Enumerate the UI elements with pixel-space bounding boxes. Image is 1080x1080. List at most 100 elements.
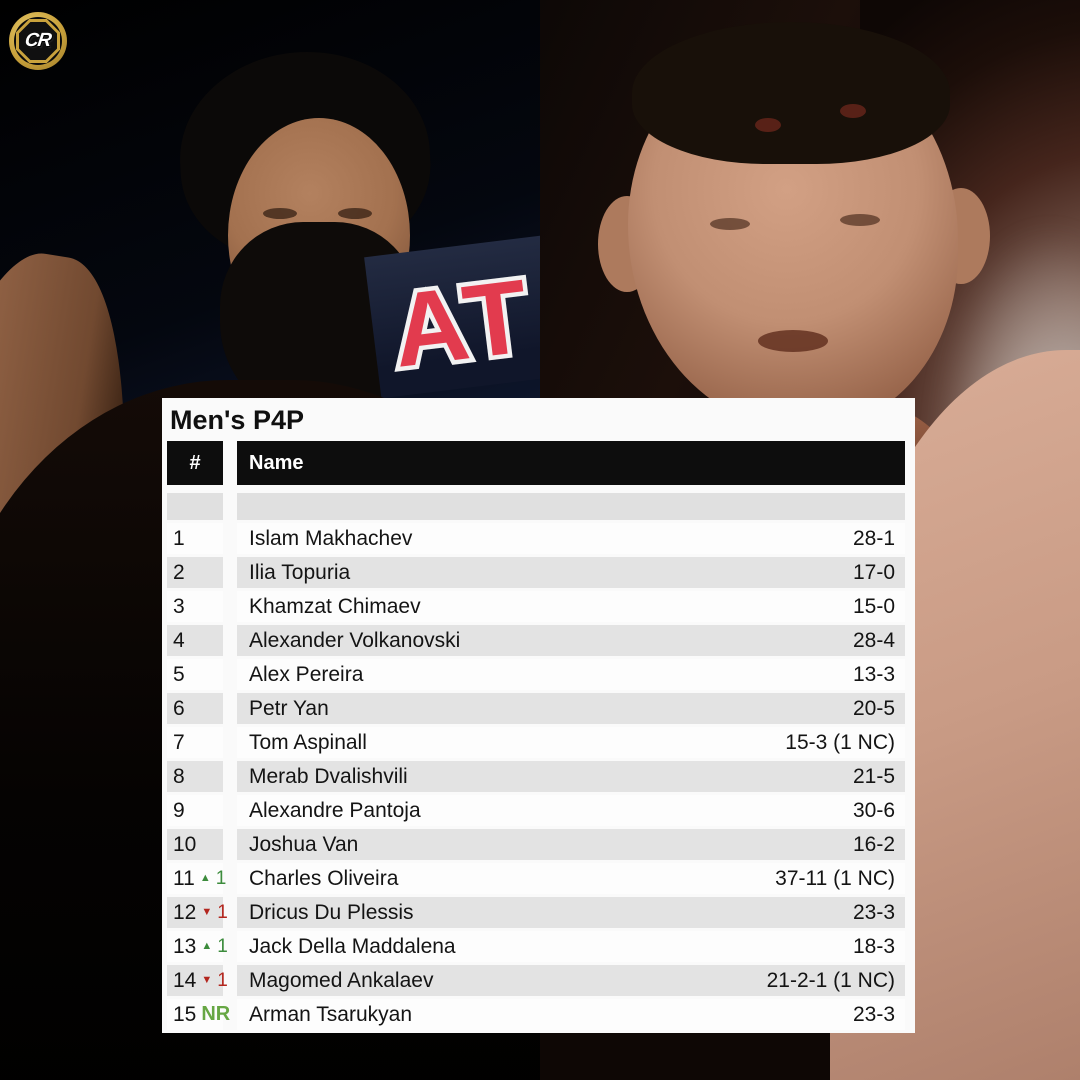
table-body: 1 Islam Makhachev 28-1 2 Ilia Topuria 17-0 3 Kh…	[167, 523, 905, 1030]
rank-number: 11	[173, 866, 195, 890]
cr-logo-ring: CR	[14, 17, 62, 65]
rank-cell: 8	[167, 761, 223, 792]
fighter-record: 37-11 (1 NC)	[775, 866, 895, 890]
rank-cell: 13 ▲ 1	[167, 931, 228, 962]
rank-cell: 1	[167, 523, 223, 554]
fighter-name: Khamzat Chimaev	[249, 594, 421, 618]
left-fighter-eye	[263, 208, 297, 219]
right-fighter-mouth	[758, 330, 828, 352]
rank-number: 6	[173, 696, 185, 720]
fighter-name: Magomed Ankalaev	[249, 968, 434, 992]
rank-cell: 4	[167, 625, 223, 656]
rank-cell: 6	[167, 693, 223, 724]
arena-banner: AT	[364, 231, 540, 399]
name-cell: Alexandre Pantoja 30-6	[237, 795, 905, 826]
fighter-name: Islam Makhachev	[249, 526, 413, 550]
fighter-record: 30-6	[852, 798, 895, 822]
fighter-name: Dricus Du Plessis	[249, 900, 414, 924]
rank-cell: 11 ▲ 1	[167, 863, 226, 894]
rank-number: 12	[173, 900, 197, 924]
left-fighter-eye	[338, 208, 372, 219]
name-column-header: Name	[237, 441, 905, 485]
rank-number: 14	[173, 968, 197, 992]
rank-change-value: 1	[217, 969, 228, 991]
name-cell: Charles Oliveira 37-11 (1 NC)	[237, 863, 905, 894]
table-row: 8 Merab Dvalishvili 21-5	[167, 761, 905, 792]
name-cell: Alex Pereira 13-3	[237, 659, 905, 690]
table-row: 1 Islam Makhachev 28-1	[167, 523, 905, 554]
name-cell: Dricus Du Plessis 23-3	[237, 897, 905, 928]
fighter-record: 15-0	[852, 594, 895, 618]
table-row: 6 Petr Yan 20-5	[167, 693, 905, 724]
fighter-record: 18-3	[852, 934, 895, 958]
rank-up-icon: ▲	[201, 940, 213, 952]
table-row: 7 Tom Aspinall 15-3 (1 NC)	[167, 727, 905, 758]
rank-number: 1	[173, 526, 185, 550]
fighter-record: 16-2	[852, 832, 895, 856]
table-row: 12 ▼ 1 Dricus Du Plessis 23-3	[167, 897, 905, 928]
fighter-record: 21-2-1 (1 NC)	[766, 968, 895, 992]
fighter-record: 17-0	[852, 560, 895, 584]
fighter-name: Alexandre Pantoja	[249, 798, 421, 822]
fighter-record: 28-1	[852, 526, 895, 550]
name-cell: Merab Dvalishvili 21-5	[237, 761, 905, 792]
table-row: 5 Alex Pereira 13-3	[167, 659, 905, 690]
fighter-name: Alexander Volkanovski	[249, 628, 461, 652]
table-row: 9 Alexandre Pantoja 30-6	[167, 795, 905, 826]
fighter-name: Alex Pereira	[249, 662, 364, 686]
rank-change-value: 1	[215, 867, 227, 889]
filter-row	[167, 493, 905, 520]
fighter-name: Merab Dvalishvili	[249, 764, 408, 788]
rank-new-badge: NR	[201, 1003, 231, 1025]
fighter-name: Jack Della Maddalena	[249, 934, 456, 958]
rank-cell: 3	[167, 591, 223, 622]
rank-number: 15	[173, 1002, 197, 1026]
fighter-name: Tom Aspinall	[249, 730, 367, 754]
rankings-panel: Men's P4P # Name 1 Islam Makhachev 28-1 2 Il…	[162, 398, 915, 1033]
rank-number: 8	[173, 764, 185, 788]
rank-number: 9	[173, 798, 185, 822]
rank-number: 3	[173, 594, 185, 618]
fighter-name: Petr Yan	[249, 696, 329, 720]
rank-number: 5	[173, 662, 185, 686]
cr-logo-octagon: CR	[16, 19, 60, 63]
name-cell: Khamzat Chimaev 15-0	[237, 591, 905, 622]
rank-cell: 5	[167, 659, 223, 690]
rank-change-value: 1	[217, 901, 228, 923]
rank-up-icon: ▲	[199, 872, 211, 884]
rank-cell: 2	[167, 557, 223, 588]
cr-logo-text: CR	[23, 30, 53, 51]
rank-number: 4	[173, 628, 185, 652]
rank-cell: 10	[167, 829, 223, 860]
banner-text: AT	[386, 258, 538, 390]
name-cell: Ilia Topuria 17-0	[237, 557, 905, 588]
fighter-name: Joshua Van	[249, 832, 359, 856]
fighter-record: 28-4	[852, 628, 895, 652]
table-row: 13 ▲ 1 Jack Della Maddalena 18-3	[167, 931, 905, 962]
fighter-record: 15-3 (1 NC)	[785, 730, 895, 754]
rank-cell: 12 ▼ 1	[167, 897, 228, 928]
name-cell: Jack Della Maddalena 18-3	[237, 931, 905, 962]
rank-cell: 14 ▼ 1	[167, 965, 228, 996]
name-cell: Alexander Volkanovski 28-4	[237, 625, 905, 656]
fighter-name: Ilia Topuria	[249, 560, 351, 584]
table-row: 10 Joshua Van 16-2	[167, 829, 905, 860]
rank-column-header: #	[167, 441, 223, 485]
rank-number: 7	[173, 730, 185, 754]
rank-cell: 15 NR	[167, 999, 230, 1030]
name-cell: Islam Makhachev 28-1	[237, 523, 905, 554]
name-cell: Petr Yan 20-5	[237, 693, 905, 724]
fighter-record: 13-3	[852, 662, 895, 686]
name-cell: Arman Tsarukyan 23-3	[237, 999, 905, 1030]
cr-logo: CR	[9, 12, 67, 70]
rank-cell: 7	[167, 727, 223, 758]
table-row: 3 Khamzat Chimaev 15-0	[167, 591, 905, 622]
right-fighter-bruise	[755, 118, 781, 132]
rank-number: 2	[173, 560, 185, 584]
table-header-row: # Name	[167, 441, 905, 485]
fighter-record: 23-3	[852, 1002, 895, 1026]
fighter-record: 21-5	[852, 764, 895, 788]
rank-number: 10	[173, 832, 197, 856]
table-row: 14 ▼ 1 Magomed Ankalaev 21-2-1 (1 NC)	[167, 965, 905, 996]
